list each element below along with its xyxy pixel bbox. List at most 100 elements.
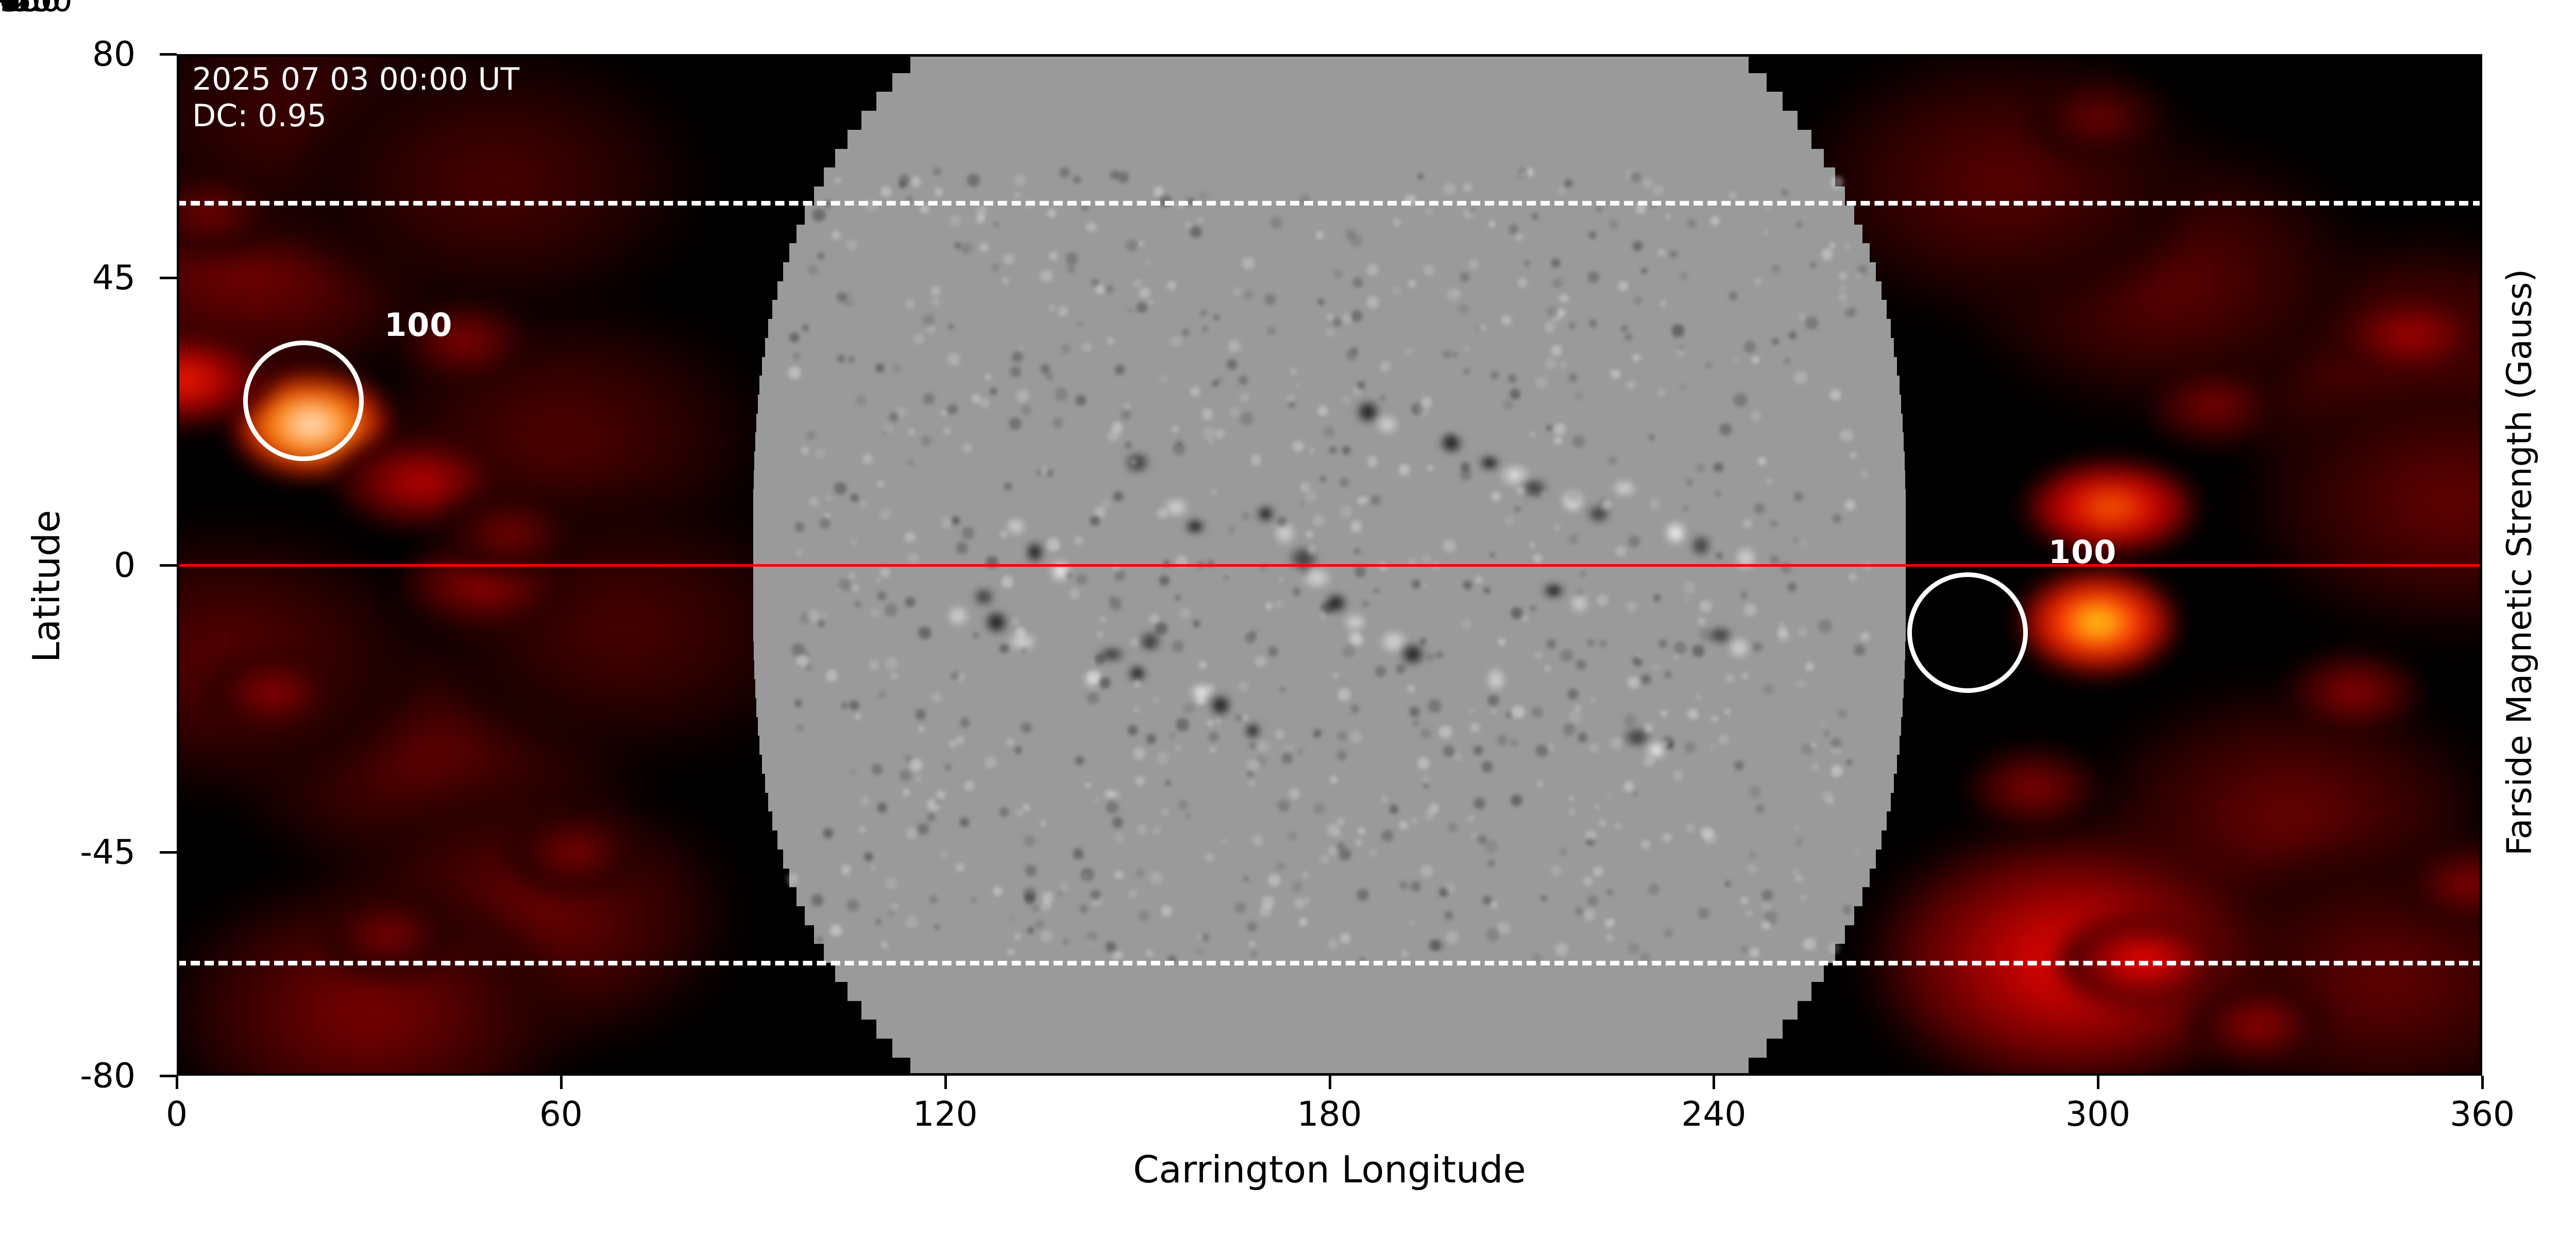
- granulation-speck: [1128, 725, 1138, 735]
- granulation-speck: [1741, 897, 1748, 904]
- granulation-speck: [855, 601, 861, 607]
- granulation-speck: [1153, 696, 1160, 703]
- granulation-speck: [1320, 854, 1329, 863]
- granulation-speck: [1207, 684, 1215, 692]
- granulation-speck: [910, 759, 922, 771]
- granulation-speck: [1399, 821, 1408, 829]
- granulation-speck: [1607, 890, 1612, 895]
- granulation-speck: [1197, 948, 1202, 954]
- granulation-speck: [1198, 661, 1206, 669]
- granulation-speck: [1094, 798, 1100, 803]
- granulation-speck: [1575, 393, 1583, 400]
- granulation-speck: [846, 240, 857, 250]
- granulation-speck: [1511, 471, 1516, 477]
- granulation-speck: [1320, 477, 1326, 482]
- granulation-speck: [872, 764, 883, 775]
- granulation-speck: [1684, 596, 1690, 602]
- granulation-speck: [818, 620, 825, 627]
- granulation-speck: [1108, 430, 1120, 442]
- magnetogram-feature: [1164, 500, 1188, 515]
- granulation-speck: [1596, 207, 1602, 213]
- granulation-speck: [841, 865, 851, 875]
- granulation-speck: [1624, 715, 1637, 727]
- granulation-speck: [1077, 323, 1082, 328]
- granulation-speck: [881, 941, 888, 948]
- granulation-speck: [1770, 555, 1779, 564]
- granulation-speck: [1202, 934, 1210, 941]
- granulation-speck: [1789, 332, 1796, 339]
- granulation-speck: [1766, 479, 1771, 484]
- granulation-speck: [1215, 429, 1225, 438]
- granulation-speck: [1405, 347, 1414, 357]
- x-tick-label: 60: [539, 1094, 583, 1134]
- granulation-speck: [908, 553, 919, 564]
- granulation-speck: [941, 411, 946, 416]
- granulation-speck: [1150, 953, 1155, 958]
- granulation-speck: [1330, 776, 1337, 783]
- granulation-speck: [1512, 706, 1524, 719]
- granulation-speck: [1772, 338, 1778, 345]
- granulation-speck: [1178, 801, 1187, 809]
- granulation-speck: [1497, 735, 1507, 745]
- granulation-speck: [1860, 632, 1870, 642]
- granulation-speck: [1239, 682, 1249, 692]
- granulation-speck: [1095, 506, 1106, 518]
- granulation-speck: [1159, 575, 1170, 586]
- granulation-speck: [1022, 804, 1030, 811]
- granulation-speck: [1439, 726, 1452, 739]
- granulation-speck: [885, 877, 897, 889]
- granulation-speck: [1337, 842, 1344, 850]
- granulation-speck: [963, 444, 972, 453]
- granulation-speck: [1855, 849, 1860, 854]
- granulation-speck: [1831, 176, 1844, 189]
- granulation-speck: [920, 205, 929, 213]
- granulation-speck: [1511, 607, 1522, 619]
- granulation-speck: [1511, 740, 1517, 746]
- granulation-speck: [1082, 343, 1092, 352]
- granulation-speck: [1073, 849, 1084, 859]
- granulation-speck: [1811, 742, 1816, 748]
- granulation-speck: [1611, 737, 1622, 749]
- granulation-speck: [1232, 287, 1242, 296]
- granulation-speck: [820, 518, 830, 529]
- timestamp-stamp: 2025 07 03 00:00 UT DC: 0.95: [192, 61, 519, 134]
- granulation-speck: [1561, 650, 1572, 662]
- granulation-speck: [1629, 536, 1640, 547]
- granulation-speck: [1675, 532, 1682, 539]
- frontside-row: [892, 1038, 1766, 1058]
- granulation-speck: [1547, 639, 1556, 649]
- granulation-speck: [1641, 840, 1650, 849]
- granulation-speck: [960, 718, 970, 727]
- granulation-speck: [1133, 706, 1140, 713]
- granulation-speck: [1793, 538, 1798, 542]
- granulation-speck: [1210, 747, 1215, 752]
- granulation-speck: [1846, 759, 1852, 765]
- granulation-speck: [1798, 627, 1807, 636]
- granulation-speck: [1067, 265, 1075, 273]
- granulation-speck: [1653, 185, 1664, 196]
- granulation-speck: [1492, 492, 1501, 501]
- granulation-speck: [1099, 677, 1110, 688]
- granulation-speck: [1200, 310, 1207, 316]
- granulation-speck: [1240, 393, 1249, 402]
- granulation-speck: [790, 333, 799, 342]
- x-tick: [1329, 1076, 1331, 1089]
- granulation-speck: [1615, 823, 1621, 829]
- y-tick: [160, 564, 177, 567]
- granulation-speck: [1139, 910, 1149, 921]
- granulation-speck: [1087, 692, 1099, 704]
- frontside-row: [762, 357, 1897, 377]
- granulation-speck: [1661, 301, 1666, 306]
- granulation-speck: [1557, 186, 1567, 196]
- granulation-speck: [1535, 652, 1542, 659]
- granulation-speck: [1131, 459, 1137, 465]
- granulation-speck: [1021, 648, 1026, 653]
- granulation-speck: [1002, 576, 1013, 587]
- granulation-speck: [1380, 361, 1391, 371]
- active-region-circle-right: [1907, 572, 2028, 693]
- granulation-speck: [1554, 524, 1561, 531]
- granulation-speck: [1354, 549, 1360, 554]
- granulation-speck: [1418, 757, 1430, 769]
- granulation-speck: [1306, 490, 1317, 502]
- granulation-speck: [1176, 718, 1189, 731]
